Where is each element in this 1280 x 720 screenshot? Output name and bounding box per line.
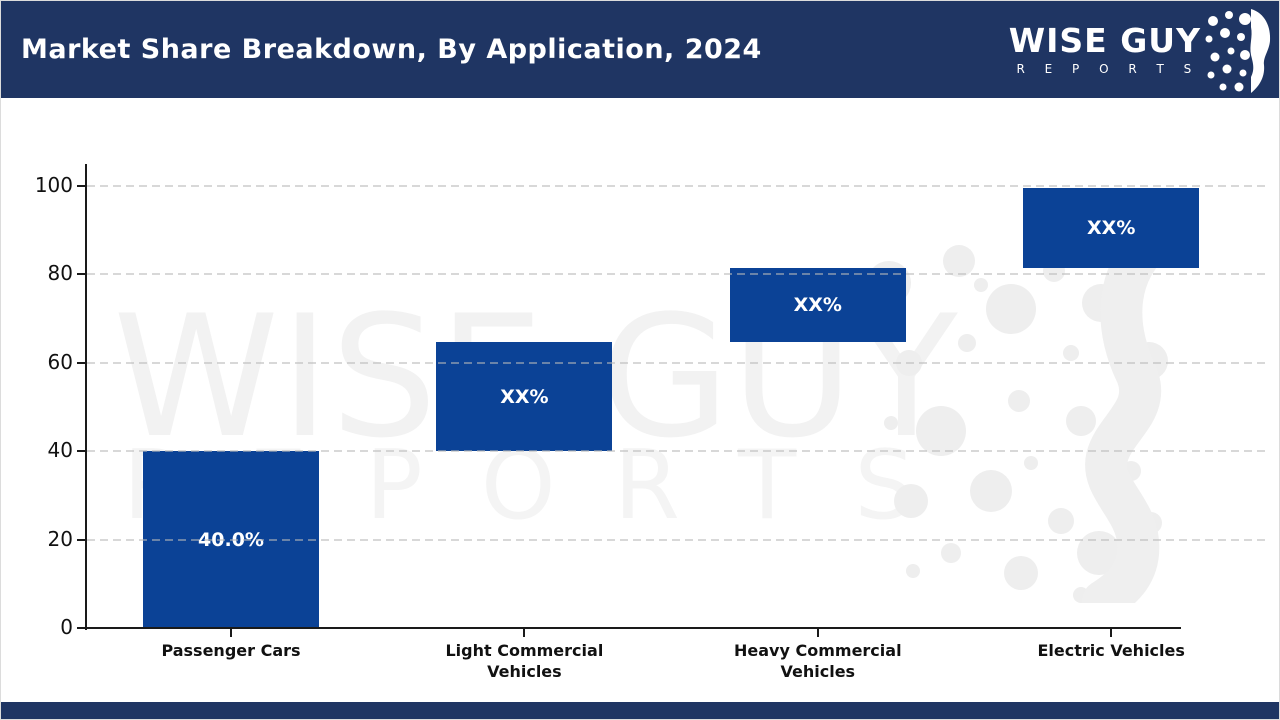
y-axis-spine	[85, 164, 87, 630]
gridline	[87, 185, 1269, 187]
gridline	[87, 538, 1269, 541]
footer-banner	[1, 702, 1279, 719]
y-axis-tick	[77, 185, 85, 187]
x-axis-tick	[816, 629, 819, 637]
y-axis-tick-label: 40	[47, 438, 73, 463]
y-axis-tick	[77, 538, 85, 541]
x-axis-label: Electric Vehicles	[1037, 641, 1185, 660]
y-axis-tick-label: 60	[47, 349, 73, 374]
page-title: Market Share Breakdown, By Application, …	[21, 34, 762, 65]
logo-dotted-head-icon	[1205, 9, 1271, 93]
y-axis-tick	[77, 273, 85, 276]
bar-value-label: XX%	[1087, 217, 1136, 240]
gridline	[87, 450, 1269, 453]
header-banner: Market Share Breakdown, By Application, …	[1, 1, 1279, 98]
y-axis-tick	[77, 627, 85, 629]
y-axis-tick	[77, 450, 85, 453]
y-axis-tick-label: 80	[47, 261, 73, 286]
y-axis-tick-label: 20	[47, 526, 73, 551]
x-axis-tick	[523, 629, 526, 637]
y-axis-tick	[77, 361, 85, 364]
logo-reports-label: R E P O R T S	[1016, 62, 1200, 76]
logo-text: WISE GUY R E P O R T S	[1009, 21, 1201, 76]
bar: XX%	[1023, 188, 1200, 269]
x-axis-tick	[230, 629, 232, 637]
bar-value-label: XX%	[793, 294, 842, 317]
bar: XX%	[729, 268, 906, 343]
gridline	[87, 273, 1269, 276]
y-axis-tick-label: 100	[34, 173, 73, 197]
wise-guy-reports-logo: WISE GUY R E P O R T S	[1009, 5, 1273, 95]
x-axis-label: Heavy Commercial Vehicles	[734, 641, 902, 681]
plot-area: 0 20 40 60 80 100 40.0% XX% XX% XX% Passenger Cars…	[1, 98, 1279, 704]
x-axis-label: Light Commercial Vehicles	[445, 641, 604, 681]
y-axis-tick-label: 0	[60, 615, 73, 639]
bar-value-label: XX%	[500, 385, 549, 408]
gridline	[87, 361, 1269, 364]
bar: XX%	[436, 342, 613, 452]
logo-wiseguy-label: WISE GUY	[1008, 21, 1201, 60]
x-axis-label: Passenger Cars	[161, 641, 301, 660]
x-axis-tick	[1110, 629, 1113, 637]
x-axis-spine	[85, 627, 1181, 629]
